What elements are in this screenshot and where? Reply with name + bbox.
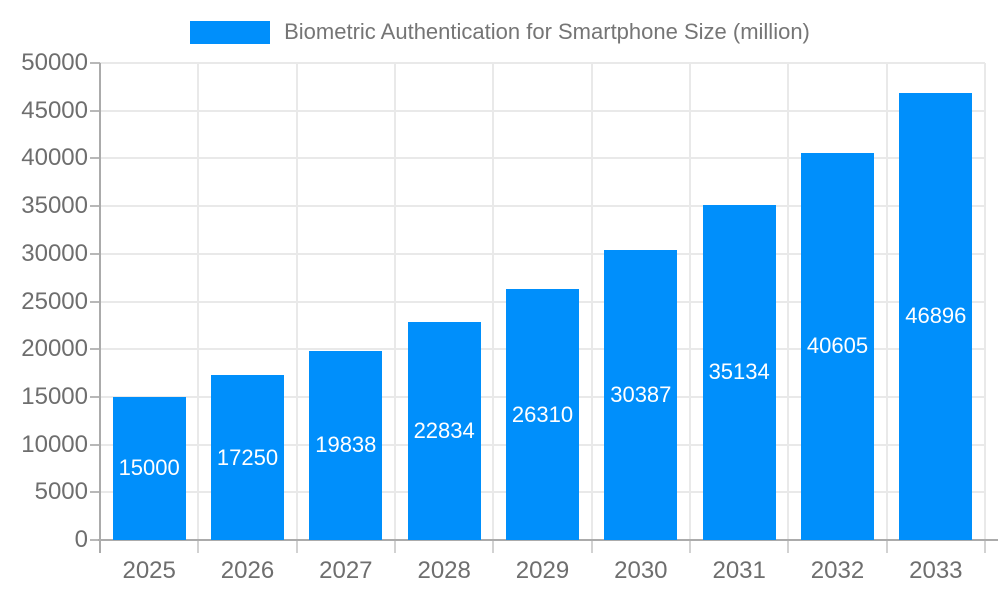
bar-value-label: 35134 [708,359,770,385]
x-axis-tick [492,540,495,553]
y-axis-tick [90,395,100,398]
bar [702,204,776,540]
x-axis-tick [787,540,790,553]
legend-swatch-icon [190,20,271,44]
y-axis-tick [90,300,100,303]
h-gridline [100,252,985,255]
x-axis-category-label: 2030 [614,557,668,584]
bar [112,396,186,540]
legend-label: Biometric Authentication for Smartphone … [284,19,810,44]
x-axis-category-label: 2027 [319,557,373,584]
bar-value-label: 15000 [118,455,180,481]
v-gridline [197,63,200,540]
x-axis-tick [295,540,298,553]
h-gridline [100,205,985,208]
y-axis-line [99,63,101,553]
v-gridline [787,63,790,540]
y-axis-tick-label: 5000 [34,478,88,506]
v-gridline [590,63,593,540]
bar-value-label: 30387 [610,382,672,408]
x-axis-category-label: 2025 [122,557,176,584]
x-axis-category-label: 2032 [810,557,865,584]
x-axis-category-label: 2026 [220,557,275,584]
x-axis-tick [984,540,986,553]
y-axis-tick [90,348,100,351]
x-axis-tick [590,540,593,553]
bar-value-label: 22834 [413,418,475,444]
bar-value-label: 17250 [216,444,279,470]
y-axis-tick [90,62,100,64]
x-axis-category-label: 2029 [515,557,570,584]
y-axis-tick [90,252,100,255]
bar [899,92,973,540]
x-axis-category-label: 2028 [417,557,471,584]
y-axis-tick-label: 30000 [21,239,88,267]
bar [506,289,579,540]
y-axis-tick-label: 0 [74,526,88,553]
y-axis-tick-label: 15000 [21,382,88,410]
v-gridline [984,63,986,540]
v-gridline [492,63,495,540]
y-axis-tick [90,109,100,112]
bar-value-label: 26310 [511,401,574,427]
v-gridline [885,63,888,540]
x-axis-tick [689,540,691,553]
y-axis-tick-label: 10000 [21,430,88,458]
y-axis-tick-label: 40000 [21,144,88,172]
h-gridline [100,62,985,64]
x-axis-line [98,539,998,541]
y-axis-tick [90,157,100,160]
y-axis-tick-label: 25000 [21,287,88,315]
legend: Biometric Authentication for Smartphone … [0,18,1000,46]
bar-value-label: 19838 [315,432,377,458]
y-axis-tick-label: 20000 [21,335,88,363]
v-gridline [394,63,396,540]
bar-value-label: 46896 [905,303,967,329]
y-axis-tick-label: 50000 [21,49,88,76]
y-axis-tick-label: 45000 [21,96,88,124]
y-axis-tick [90,443,100,446]
x-axis-category-label: 2031 [712,557,766,584]
y-axis-tick-label: 35000 [21,192,88,220]
bar [211,375,284,540]
y-axis-tick [90,539,100,541]
x-axis-tick [197,540,200,553]
y-axis-tick [90,205,100,208]
v-gridline [295,63,298,540]
y-axis-tick [90,491,100,494]
h-gridline [100,157,985,160]
x-axis-category-label: 2033 [909,557,963,584]
x-axis-tick [885,540,888,553]
x-axis-tick [394,540,396,553]
bar [604,250,678,540]
bar-value-label: 40605 [806,333,869,359]
h-gridline [100,109,985,112]
bar [801,152,874,540]
v-gridline [689,63,691,540]
bar [309,350,383,540]
bar [407,322,481,540]
